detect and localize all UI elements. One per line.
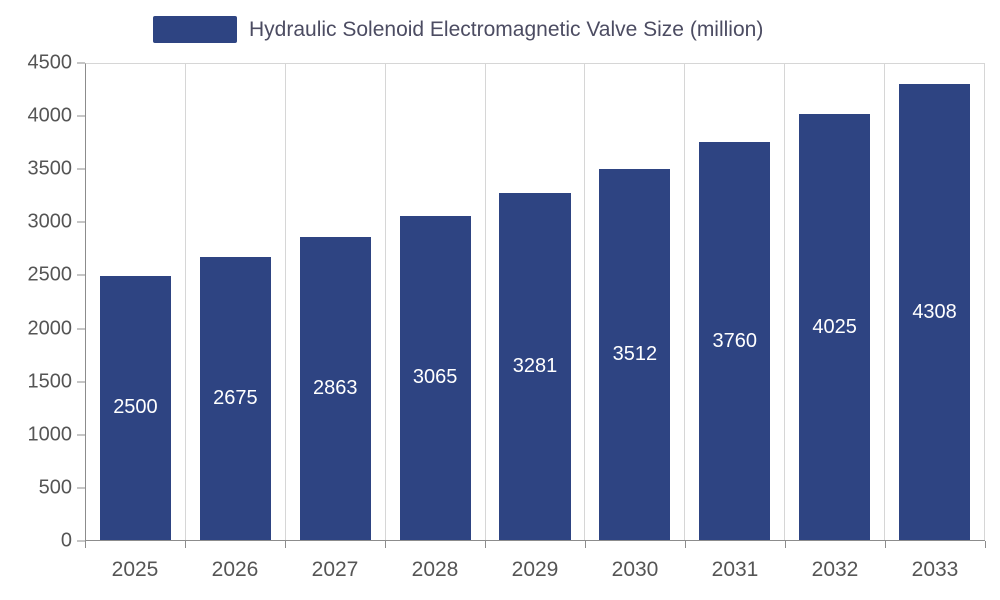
bar[interactable]: 3512 (599, 168, 671, 540)
grid-slot: 2500 (86, 64, 186, 540)
x-tick-label: 2031 (711, 558, 759, 581)
bar[interactable]: 4308 (898, 84, 971, 540)
bar-value-label: 3760 (712, 329, 758, 352)
grid-slot: 2863 (286, 64, 386, 540)
grid-slot: 4025 (785, 64, 886, 540)
bar-value-label: 2500 (113, 396, 158, 419)
y-tick-mark (77, 540, 85, 542)
bar-value-label: 2675 (213, 387, 258, 410)
x-tick-mark (985, 541, 986, 548)
grid-slot: 2675 (186, 64, 286, 540)
bar-value-label: 4308 (912, 300, 957, 323)
x-tick-label: 2025 (111, 558, 159, 581)
x-axis-ticks (85, 541, 986, 548)
grid-slot: 3760 (685, 64, 786, 540)
y-tick-mark (77, 274, 85, 276)
grid-slot: 3065 (386, 64, 486, 540)
y-tick-label: 3500 (27, 157, 73, 180)
bar-value-label: 3281 (512, 354, 558, 377)
y-tick-label: 2000 (27, 317, 73, 340)
y-tick-label: 4500 (27, 51, 73, 74)
grid-slot: 4308 (885, 64, 986, 540)
bar[interactable]: 2675 (199, 257, 271, 540)
x-tick-label: 2026 (211, 558, 259, 581)
y-tick-mark (77, 115, 85, 117)
x-axis-labels: 2025 2026 2027 2028 2029 2030 2031 2032 2033 (85, 558, 985, 582)
y-tick-label: 0 (60, 529, 72, 552)
bar[interactable]: 3281 (499, 192, 571, 540)
bar[interactable]: 3065 (399, 215, 471, 540)
x-tick-mark (684, 541, 686, 548)
y-tick-mark (77, 487, 85, 489)
bar[interactable]: 2863 (299, 237, 371, 540)
y-tick-mark (77, 168, 85, 170)
grid-slot: 3512 (585, 64, 686, 540)
y-tick-label: 3000 (27, 210, 73, 233)
x-tick-mark (185, 541, 186, 548)
bar[interactable]: 2500 (99, 275, 172, 540)
x-tick-label: 2030 (611, 558, 659, 581)
legend-label[interactable]: Hydraulic Solenoid Electromagnetic Valve… (249, 17, 764, 41)
y-tick-mark (77, 328, 85, 330)
x-tick-mark (785, 541, 786, 548)
x-tick-mark (285, 541, 286, 548)
x-tick-mark (885, 541, 886, 548)
x-tick-label: 2032 (811, 558, 859, 581)
x-tick-label: 2028 (411, 558, 459, 581)
bar-value-label: 3512 (612, 342, 658, 365)
y-tick-label: 1000 (27, 423, 73, 446)
x-tick-mark (485, 541, 486, 548)
y-axis-ticks (77, 62, 85, 542)
y-tick-mark (77, 62, 85, 64)
x-tick-label: 2027 (311, 558, 359, 581)
bar-value-label: 4025 (812, 315, 857, 338)
x-tick-mark (384, 541, 386, 548)
y-tick-label: 4000 (27, 104, 73, 127)
y-tick-label: 1500 (27, 370, 73, 393)
y-tick-label: 500 (38, 476, 72, 499)
bar-value-label: 2863 (312, 377, 358, 400)
plot-area: 2500 2675 2863 3065 3281 3512 3760 4025 4308 (85, 63, 986, 541)
x-tick-label: 2029 (511, 558, 559, 581)
bar[interactable]: 3760 (699, 142, 771, 540)
y-tick-mark (77, 381, 85, 383)
y-tick-mark (77, 434, 85, 436)
legend[interactable]: Hydraulic Solenoid Electromagnetic Valve… (153, 16, 763, 43)
y-tick-mark (77, 221, 85, 223)
y-tick-label: 2500 (27, 263, 73, 286)
x-tick-label: 2033 (911, 558, 959, 581)
bar[interactable]: 4025 (799, 114, 871, 540)
legend-swatch[interactable] (153, 16, 237, 43)
grid-slot: 3281 (486, 64, 586, 540)
y-axis-labels: 0 500 1000 1500 2000 2500 3000 3500 4000 4500 (0, 52, 73, 552)
x-tick-mark (85, 541, 86, 548)
bar-value-label: 3065 (412, 366, 458, 389)
x-tick-mark (585, 541, 586, 548)
